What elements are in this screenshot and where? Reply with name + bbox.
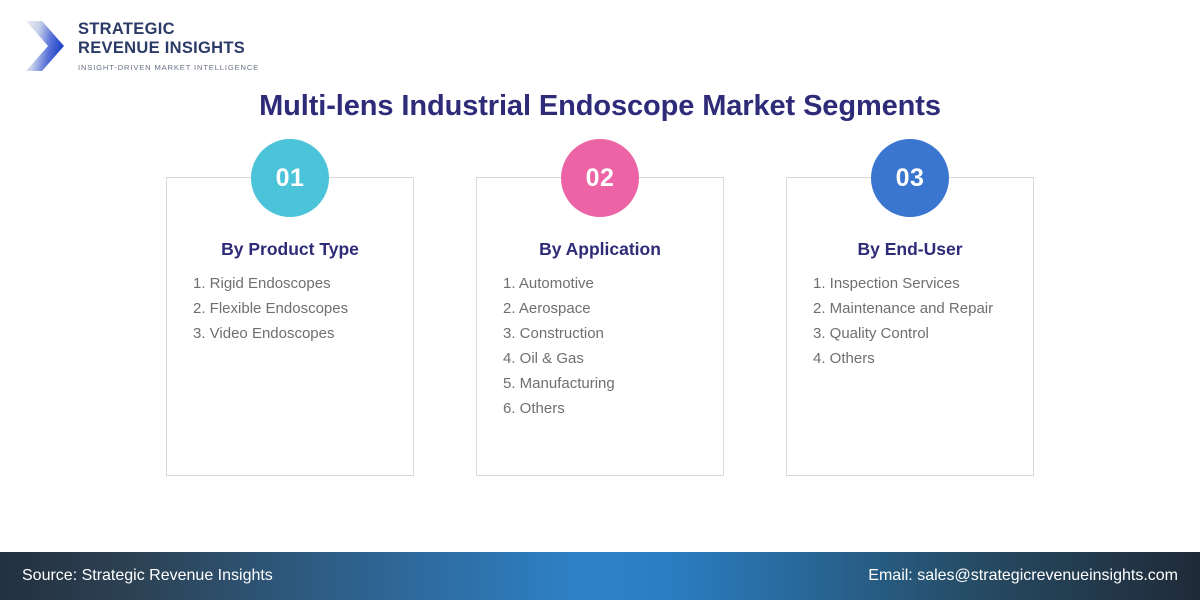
segment-list-01: 1. Rigid Endoscopes 2. Flexible Endoscop…	[193, 271, 399, 346]
brand-name-line2: REVENUE INSIGHTS	[78, 38, 246, 57]
footer-source: Source: Strategic Revenue Insights	[22, 567, 273, 584]
segment-card-end-user: 03 By End-User 1. Inspection Services 2.…	[786, 139, 1034, 476]
footer-email: Email: sales@strategicrevenueinsights.co…	[868, 567, 1178, 584]
segment-list-03: 1. Inspection Services 2. Maintenance an…	[813, 271, 1019, 371]
segment-heading-02: By Application	[539, 239, 661, 259]
brand-logo: STRATEGIC REVENUE INSIGHTS INSIGHT-DRIVE…	[22, 18, 259, 74]
list-item: 1. Inspection Services	[813, 275, 960, 292]
segment-card-application: 02 By Application 1. Automotive 2. Aeros…	[476, 139, 724, 476]
segment-list-02: 1. Automotive 2. Aerospace 3. Constructi…	[503, 271, 709, 421]
segment-card-product-type: 01 By Product Type 1. Rigid Endoscopes 2…	[166, 139, 414, 476]
list-item: 1. Automotive	[503, 275, 594, 292]
page-title: Multi-lens Industrial Endoscope Market S…	[259, 90, 941, 122]
segment-cards: 01 By Product Type 1. Rigid Endoscopes 2…	[0, 139, 1200, 477]
list-item: 3. Quality Control	[813, 325, 929, 342]
list-item: 3. Video Endoscopes	[193, 325, 335, 342]
list-item: 5. Manufacturing	[503, 375, 615, 392]
footer-bar: Source: Strategic Revenue Insights Email…	[0, 552, 1200, 600]
brand-name-line1: STRATEGIC	[78, 20, 175, 39]
segment-badge-02: 02	[561, 139, 639, 217]
list-item: 6. Others	[503, 400, 565, 417]
list-item: 1. Rigid Endoscopes	[193, 275, 331, 292]
list-item: 4. Others	[813, 350, 875, 367]
segment-badge-01: 01	[251, 139, 329, 217]
segment-heading-03: By End-User	[857, 239, 963, 259]
list-item: 2. Flexible Endoscopes	[193, 300, 349, 317]
list-item: 2. Aerospace	[503, 300, 591, 317]
list-item: 3. Construction	[503, 325, 604, 342]
chevron-arrow-icon	[26, 21, 64, 71]
list-item: 2. Maintenance and Repair	[813, 300, 994, 317]
segment-heading-01: By Product Type	[221, 239, 359, 259]
brand-tagline: INSIGHT-DRIVEN MARKET INTELLIGENCE	[78, 63, 260, 73]
list-item: 4. Oil & Gas	[503, 350, 584, 367]
segment-badge-03: 03	[871, 139, 949, 217]
